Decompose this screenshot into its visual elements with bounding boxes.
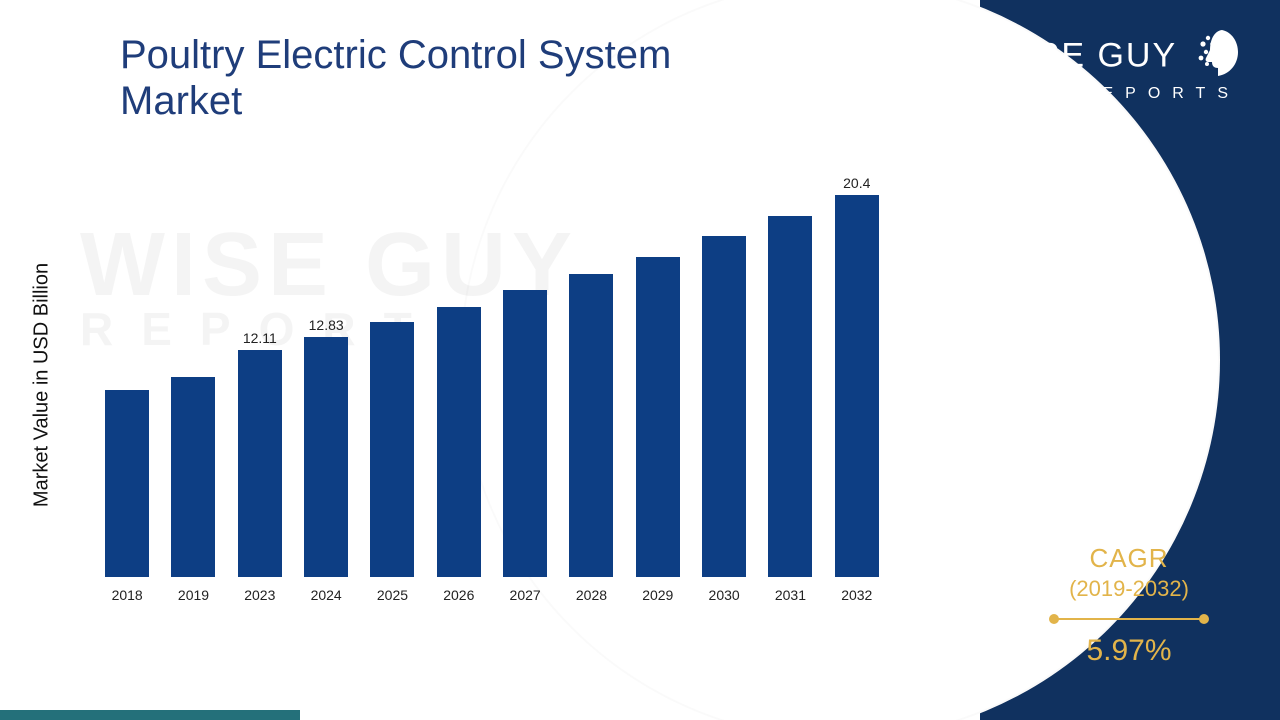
bar-column [426, 165, 492, 577]
bottom-accent-strip [0, 710, 300, 720]
bar [768, 216, 812, 577]
bar-column: 20.4 [824, 165, 890, 577]
cagr-divider-line [1054, 618, 1204, 620]
chart-title: Poultry Electric Control System Market [120, 32, 740, 124]
bar [636, 257, 680, 577]
cagr-label: CAGR [1024, 543, 1234, 574]
x-axis-label: 2030 [691, 581, 757, 605]
brand-logo: WISE GUY REPORTS [991, 28, 1240, 103]
bar-value-label: 12.83 [309, 317, 344, 333]
bars-container: 12.11 12.83 20.4 [94, 165, 890, 577]
x-axis-label: 2029 [625, 581, 691, 605]
x-axis-label: 2027 [492, 581, 558, 605]
bar-column [691, 165, 757, 577]
plot-area: 12.11 12.83 20.4 [94, 165, 890, 577]
bar-column [625, 165, 691, 577]
x-axis-label: 2025 [359, 581, 425, 605]
brand-top-text: WISE GUY [991, 36, 1176, 74]
x-axis-label: 2018 [94, 581, 160, 605]
x-axis-label: 2023 [227, 581, 293, 605]
x-axis-label: 2024 [293, 581, 359, 605]
cagr-years: (2019-2032) [1024, 576, 1234, 602]
bar-column [160, 165, 226, 577]
bar [171, 377, 215, 577]
bar [105, 390, 149, 577]
bar-column [492, 165, 558, 577]
bar-column [94, 165, 160, 577]
bar: 20.4 [835, 195, 879, 577]
bar [370, 322, 414, 577]
bar [702, 236, 746, 577]
bar-column: 12.83 [293, 165, 359, 577]
y-axis-label: Market Value in USD Billion [31, 263, 54, 507]
bar-column: 12.11 [227, 165, 293, 577]
x-axis-label: 2019 [160, 581, 226, 605]
brand-bottom-text: REPORTS [991, 85, 1240, 103]
x-axis-label: 2032 [824, 581, 890, 605]
bar-value-label: 20.4 [843, 175, 870, 191]
bar-column [359, 165, 425, 577]
bar [437, 307, 481, 577]
x-axis-label: 2028 [558, 581, 624, 605]
head-profile-icon [1194, 28, 1240, 87]
bar-column [757, 165, 823, 577]
x-axis-label: 2026 [426, 581, 492, 605]
bar [569, 274, 613, 577]
bar: 12.11 [238, 350, 282, 577]
bar-value-label: 12.11 [243, 330, 277, 346]
x-axis-labels: 2018201920232024202520262027202820292030… [94, 581, 890, 605]
infographic-canvas: WISE GUY REPORTS WISE GUY REPORTS Poultr… [0, 0, 1280, 720]
bar-chart: Market Value in USD Billion 12.1112.8320… [60, 165, 890, 605]
cagr-block: CAGR (2019-2032) 5.97% [1024, 543, 1234, 668]
bar: 12.83 [304, 337, 348, 577]
bar [503, 290, 547, 577]
bar-column [558, 165, 624, 577]
x-axis-label: 2031 [757, 581, 823, 605]
cagr-value: 5.97% [1024, 634, 1234, 668]
